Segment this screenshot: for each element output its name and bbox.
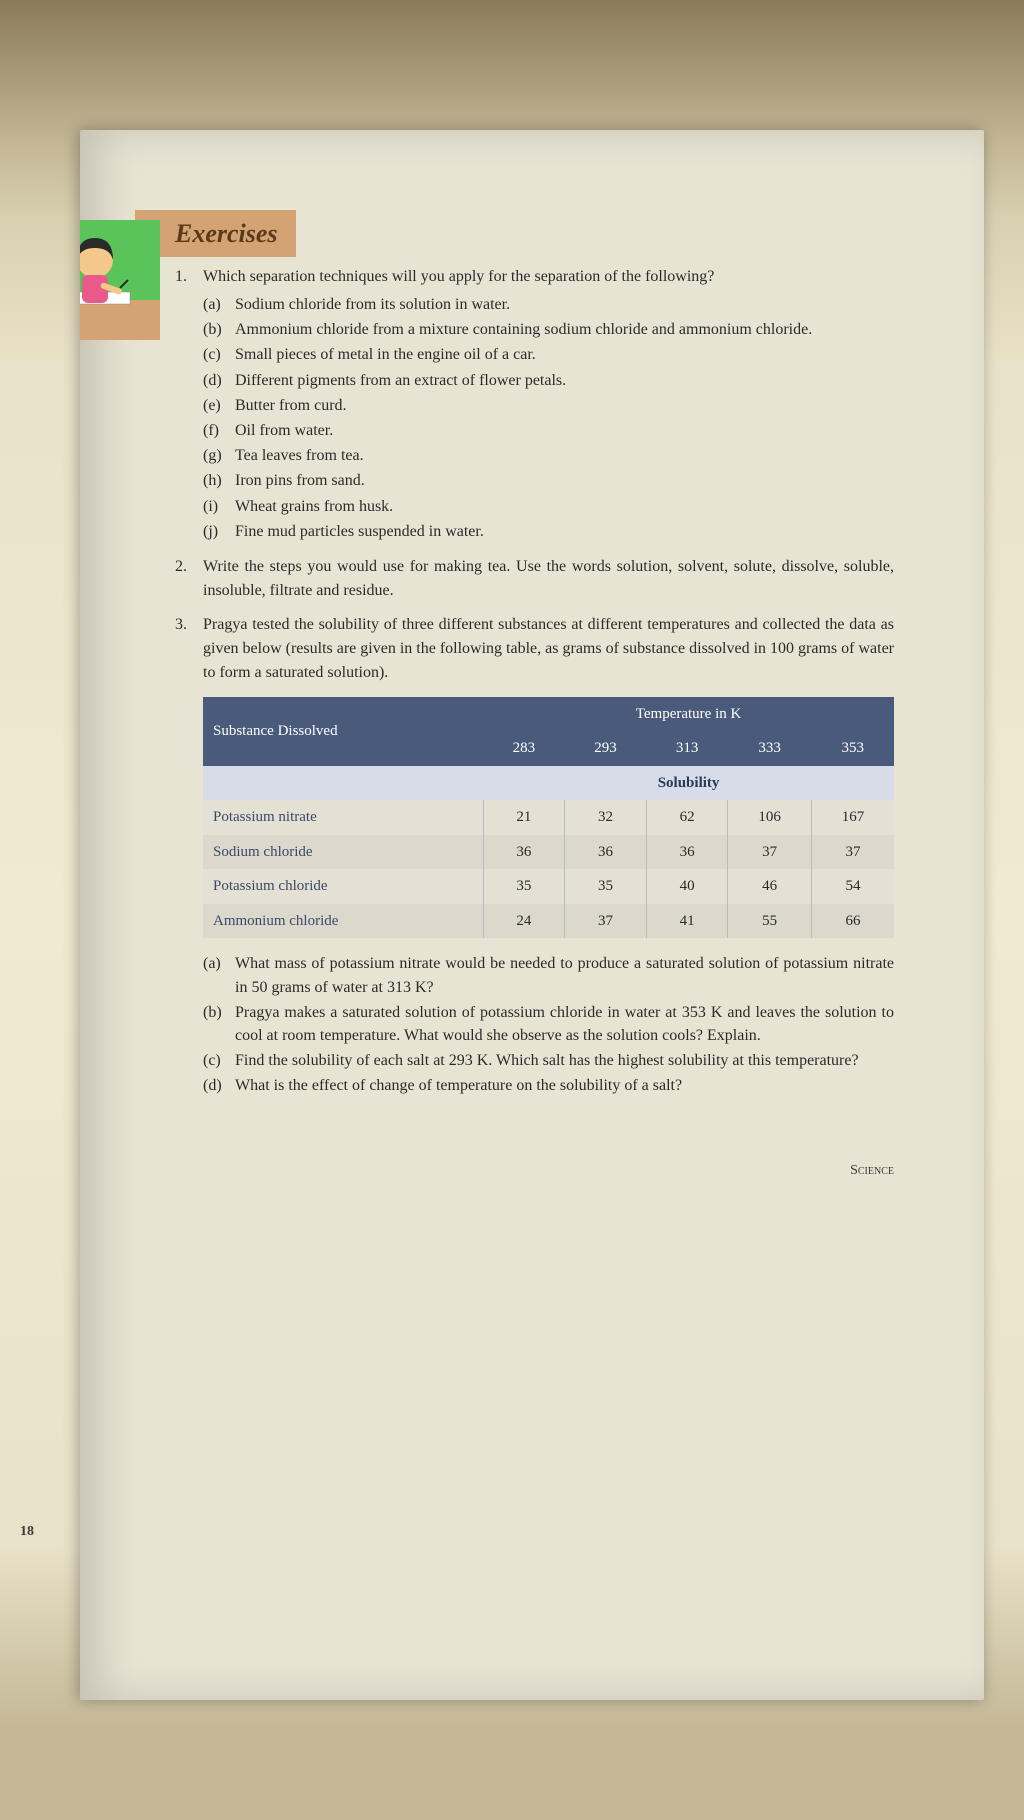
sub-item: (j)Fine mud particles suspended in water… [203,520,894,543]
sub-item-text: Iron pins from sand. [235,469,894,492]
temp-column: 353 [811,731,894,766]
sub-item-text: Small pieces of metal in the engine oil … [235,343,894,366]
solubility-value: 37 [728,835,812,870]
sub-item-label: (c) [203,1049,235,1072]
sub-item-label: (a) [203,952,235,998]
solubility-value: 54 [811,869,894,904]
solubility-value: 35 [565,869,647,904]
page-content: Exercises 1.Which separation techniques … [80,130,984,1241]
sub-item-label: (g) [203,444,235,467]
solubility-value: 37 [565,904,647,939]
questions-list: 1.Which separation techniques will you a… [175,265,894,1098]
solubility-value: 62 [646,800,728,835]
question-text: Which separation techniques will you app… [203,265,894,545]
question-number: 1. [175,265,203,545]
temperature-header: Temperature in K [483,697,894,732]
table-corner: Substance Dissolved [203,697,483,766]
sub-item-text: Fine mud particles suspended in water. [235,520,894,543]
sub-item-text: Sodium chloride from its solution in wat… [235,293,894,316]
sub-item-text: Different pigments from an extract of fl… [235,369,894,392]
solubility-value: 167 [811,800,894,835]
textbook-page: Exercises 1.Which separation techniques … [80,130,984,1700]
question-text: Write the steps you would use for making… [203,555,894,603]
solubility-value: 41 [646,904,728,939]
sub-item-label: (i) [203,495,235,518]
temp-column: 333 [728,731,812,766]
question: 1.Which separation techniques will you a… [175,265,894,545]
sub-item-text: Pragya makes a saturated solution of pot… [235,1001,894,1047]
substance-name: Potassium chloride [203,869,483,904]
student-illustration [80,220,160,340]
solubility-value: 35 [483,869,565,904]
sub-item: (f)Oil from water. [203,419,894,442]
sub-item-label: (b) [203,1001,235,1047]
substance-name: Potassium nitrate [203,800,483,835]
sub-item-text: Find the solubility of each salt at 293 … [235,1049,894,1072]
sub-item-text: Tea leaves from tea. [235,444,894,467]
solubility-value: 24 [483,904,565,939]
sub-item: (a)What mass of potassium nitrate would … [203,952,894,998]
table-row: Ammonium chloride2437415566 [203,904,894,939]
table-row: Potassium chloride3535404654 [203,869,894,904]
sub-item-label: (d) [203,369,235,392]
sub-item-text: Butter from curd. [235,394,894,417]
sub-item-text: What mass of potassium nitrate would be … [235,952,894,998]
sub-item: (c)Find the solubility of each salt at 2… [203,1049,894,1072]
page-number: 18 [20,1524,34,1540]
solubility-value: 36 [565,835,647,870]
sub-item: (c)Small pieces of metal in the engine o… [203,343,894,366]
question-number: 3. [175,613,203,685]
table-row: Potassium nitrate213262106167 [203,800,894,835]
solubility-value: 55 [728,904,812,939]
sub-item-label: (a) [203,293,235,316]
student-icon [80,220,160,340]
sub-item-label: (b) [203,318,235,341]
solubility-table: Substance DissolvedTemperature in K28329… [203,697,894,939]
substance-name: Ammonium chloride [203,904,483,939]
sub-item-label: (d) [203,1074,235,1097]
sub-item: (b)Ammonium chloride from a mixture cont… [203,318,894,341]
question: 3.Pragya tested the solubility of three … [175,613,894,685]
table-row: Sodium chloride3636363737 [203,835,894,870]
temp-column: 283 [483,731,565,766]
sub-item: (d)Different pigments from an extract of… [203,369,894,392]
temp-column: 293 [565,731,647,766]
temp-column: 313 [646,731,728,766]
solubility-value: 46 [728,869,812,904]
sub-item-label: (c) [203,343,235,366]
solubility-value: 36 [646,835,728,870]
sub-item: (a)Sodium chloride from its solution in … [203,293,894,316]
solubility-value: 21 [483,800,565,835]
sub-item-text: Wheat grains from husk. [235,495,894,518]
sub-item: (e)Butter from curd. [203,394,894,417]
sub-item-label: (e) [203,394,235,417]
sub-item-text: Ammonium chloride from a mixture contain… [235,318,894,341]
sub-item-label: (h) [203,469,235,492]
solubility-value: 32 [565,800,647,835]
solubility-value: 36 [483,835,565,870]
sub-item: (i)Wheat grains from husk. [203,495,894,518]
sub-item-label: (j) [203,520,235,543]
sub-item: (b)Pragya makes a saturated solution of … [203,1001,894,1047]
exercises-header: Exercises 1.Which separation techniques … [200,210,894,1100]
sub-item: (h)Iron pins from sand. [203,469,894,492]
question-text: Pragya tested the solubility of three di… [203,613,894,685]
solubility-value: 106 [728,800,812,835]
sub-item-text: What is the effect of change of temperat… [235,1074,894,1097]
footer-subject: Science [200,1160,894,1181]
question-number: 2. [175,555,203,603]
solubility-value: 40 [646,869,728,904]
solubility-value: 37 [811,835,894,870]
solubility-header: Solubility [483,766,894,801]
sub-item-text: Oil from water. [235,419,894,442]
solubility-value: 66 [811,904,894,939]
substance-name: Sodium chloride [203,835,483,870]
sub-item: (d)What is the effect of change of tempe… [203,1074,894,1097]
sub-item: (g)Tea leaves from tea. [203,444,894,467]
question: 2.Write the steps you would use for maki… [175,555,894,603]
sub-item-label: (f) [203,419,235,442]
blank-cell [203,766,483,801]
exercises-title: Exercises [175,219,278,248]
